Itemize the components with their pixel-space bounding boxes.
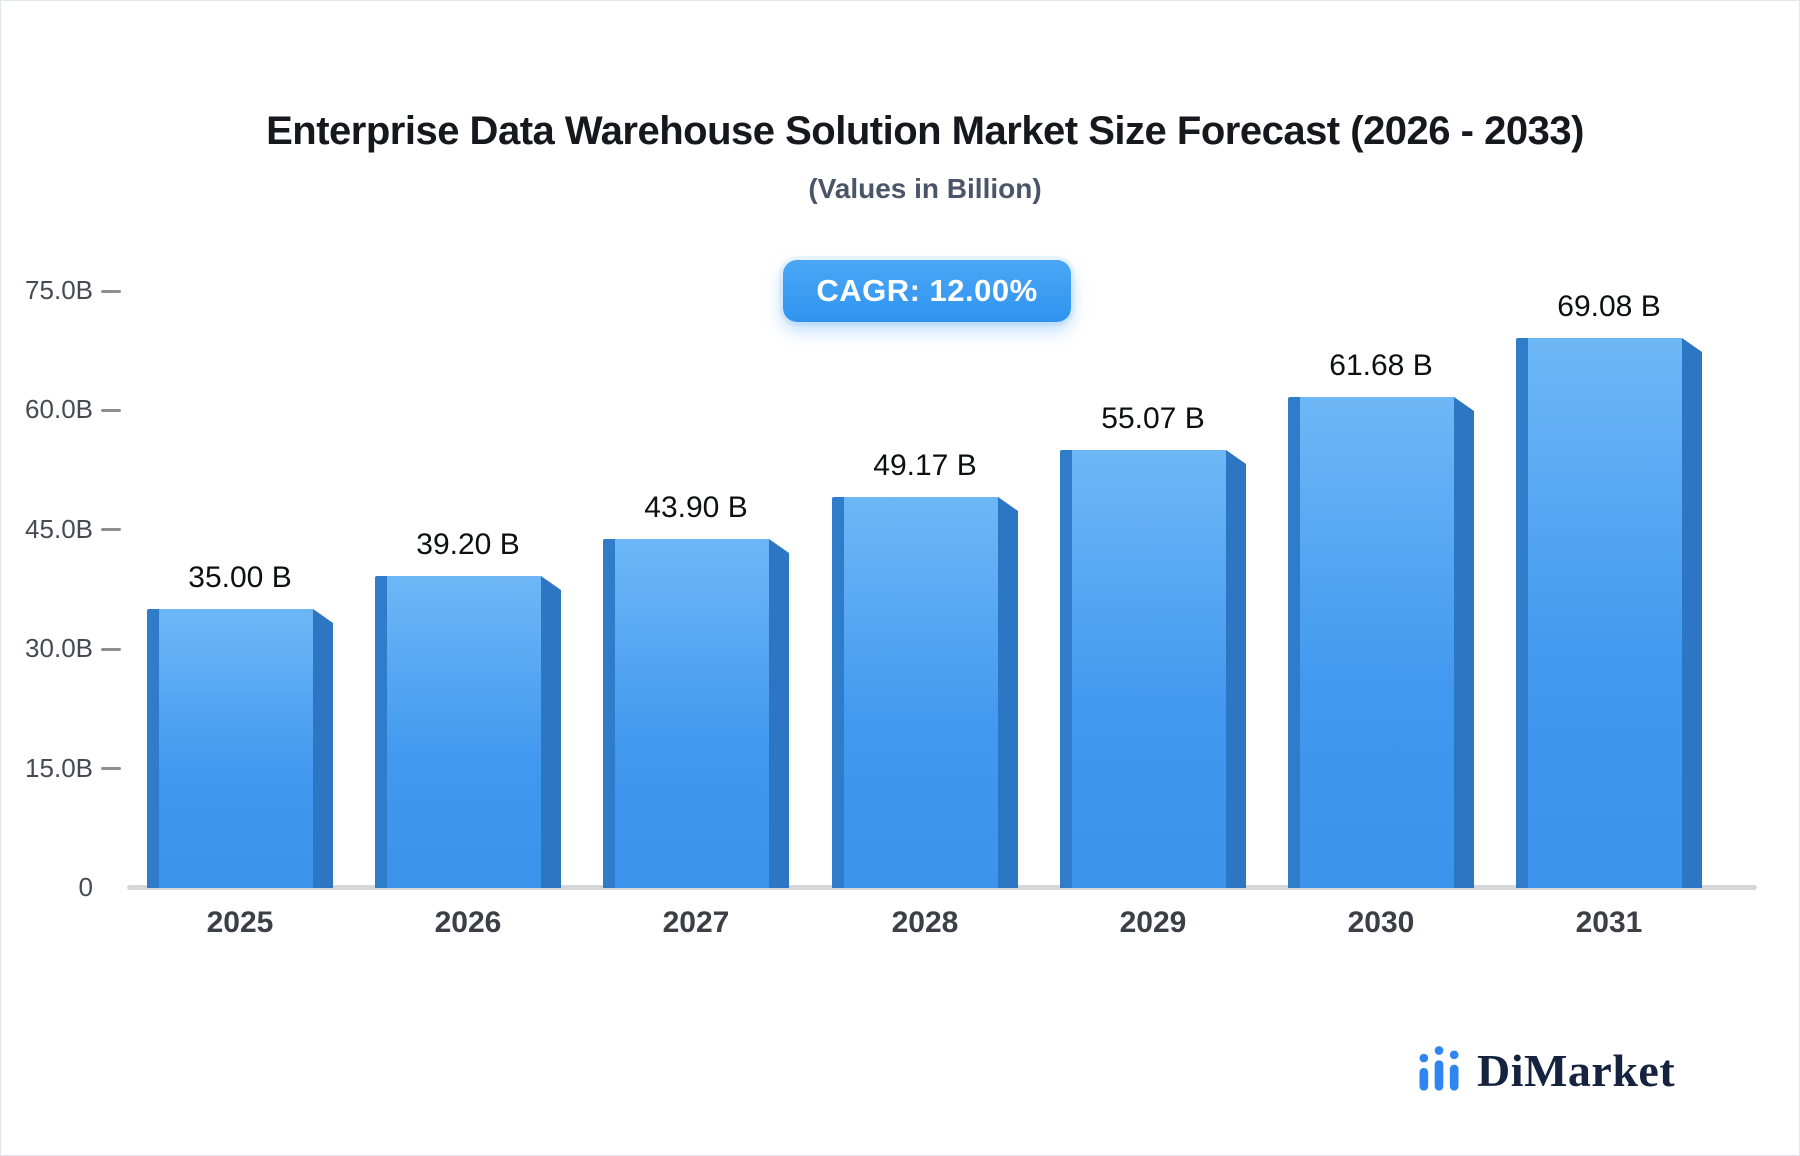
bar-sideRTop [998, 497, 1018, 511]
bar-face [615, 539, 769, 888]
bar-face [159, 609, 313, 888]
y-tick-label: 75.0B [25, 275, 93, 305]
bar-sideR [1454, 411, 1474, 888]
x-tick-label: 2029 [1119, 906, 1187, 939]
bar-sideR [313, 623, 333, 888]
bar-sideR [541, 590, 561, 888]
bar-value-label: 35.00 B [188, 561, 292, 594]
bar-edgeL [832, 497, 844, 888]
y-tick-dash [101, 409, 121, 412]
cagr-badge: CAGR: 12.00% [783, 260, 1071, 322]
bar-edgeL [603, 539, 615, 888]
bar-2031 [1516, 338, 1702, 888]
y-tick-dash [101, 290, 121, 293]
bar-2028 [832, 497, 1018, 888]
bar-face [387, 576, 541, 888]
y-tick-label: 45.0B [25, 514, 93, 544]
bar-sideR [1682, 352, 1702, 888]
y-tick-dash [101, 648, 121, 651]
bar-sideR [769, 553, 789, 888]
y-tick-label: 30.0B [25, 633, 93, 663]
bar-edgeL [375, 576, 387, 888]
y-tick-label: 15.0B [25, 753, 93, 783]
bar-2027 [603, 539, 789, 888]
bar-value-label: 69.08 B [1557, 290, 1661, 323]
bar-edgeL [1516, 338, 1528, 888]
bar-2030 [1288, 397, 1474, 888]
brand-logo: DiMarket [1413, 1039, 1675, 1101]
x-tick-label: 2030 [1347, 906, 1415, 939]
bar-face [1528, 338, 1682, 888]
bar-value-label: 43.90 B [644, 491, 748, 524]
bar-value-label: 49.17 B [873, 449, 977, 482]
x-tick-label: 2031 [1575, 906, 1643, 939]
bar-chart-logo-icon [1413, 1044, 1465, 1096]
bar-sideRTop [541, 576, 561, 590]
bar-sideR [1226, 464, 1246, 888]
bar-edgeL [1060, 450, 1072, 888]
x-tick-label: 2025 [206, 906, 274, 939]
bar-2029 [1060, 450, 1246, 888]
bar-2025 [147, 609, 333, 888]
bar-face [1300, 397, 1454, 888]
y-tick-label: 0 [78, 872, 93, 902]
bar-sideRTop [769, 539, 789, 553]
bar-sideRTop [1682, 338, 1702, 352]
bar-value-label: 55.07 B [1101, 402, 1205, 435]
bar-face [844, 497, 998, 888]
y-tick-dash [101, 767, 121, 770]
bar-sideRTop [1226, 450, 1246, 464]
x-tick-label: 2028 [891, 906, 959, 939]
bar-face [1072, 450, 1226, 888]
bar-edgeL [1288, 397, 1300, 888]
x-tick-label: 2027 [662, 906, 730, 939]
bar-sideRTop [313, 609, 333, 623]
chart-subtitle: (Values in Billion) [808, 173, 1042, 204]
bar-edgeL [147, 609, 159, 888]
bar-value-label: 61.68 B [1329, 349, 1433, 382]
bar-2026 [375, 576, 561, 888]
y-tick-label: 60.0B [25, 394, 93, 424]
bar-sideRTop [1454, 397, 1474, 411]
bar-sideR [998, 511, 1018, 888]
x-tick-label: 2026 [434, 906, 502, 939]
y-tick-dash [101, 528, 121, 531]
logo-text: DiMarket [1477, 1044, 1676, 1096]
bar-value-label: 39.20 B [416, 528, 520, 561]
chart-title: Enterprise Data Warehouse Solution Marke… [266, 109, 1584, 153]
